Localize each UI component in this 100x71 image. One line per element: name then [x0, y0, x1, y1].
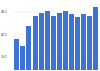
Bar — [69, 14, 74, 71]
Bar — [87, 16, 92, 71]
Bar — [45, 11, 50, 71]
Bar — [39, 13, 44, 71]
Bar — [75, 17, 80, 71]
Bar — [57, 13, 62, 71]
Bar — [26, 26, 31, 71]
Bar — [94, 7, 98, 71]
Bar — [32, 16, 38, 71]
Bar — [63, 11, 68, 71]
Bar — [20, 46, 25, 71]
Bar — [51, 16, 56, 71]
Bar — [14, 39, 19, 71]
Bar — [81, 14, 86, 71]
